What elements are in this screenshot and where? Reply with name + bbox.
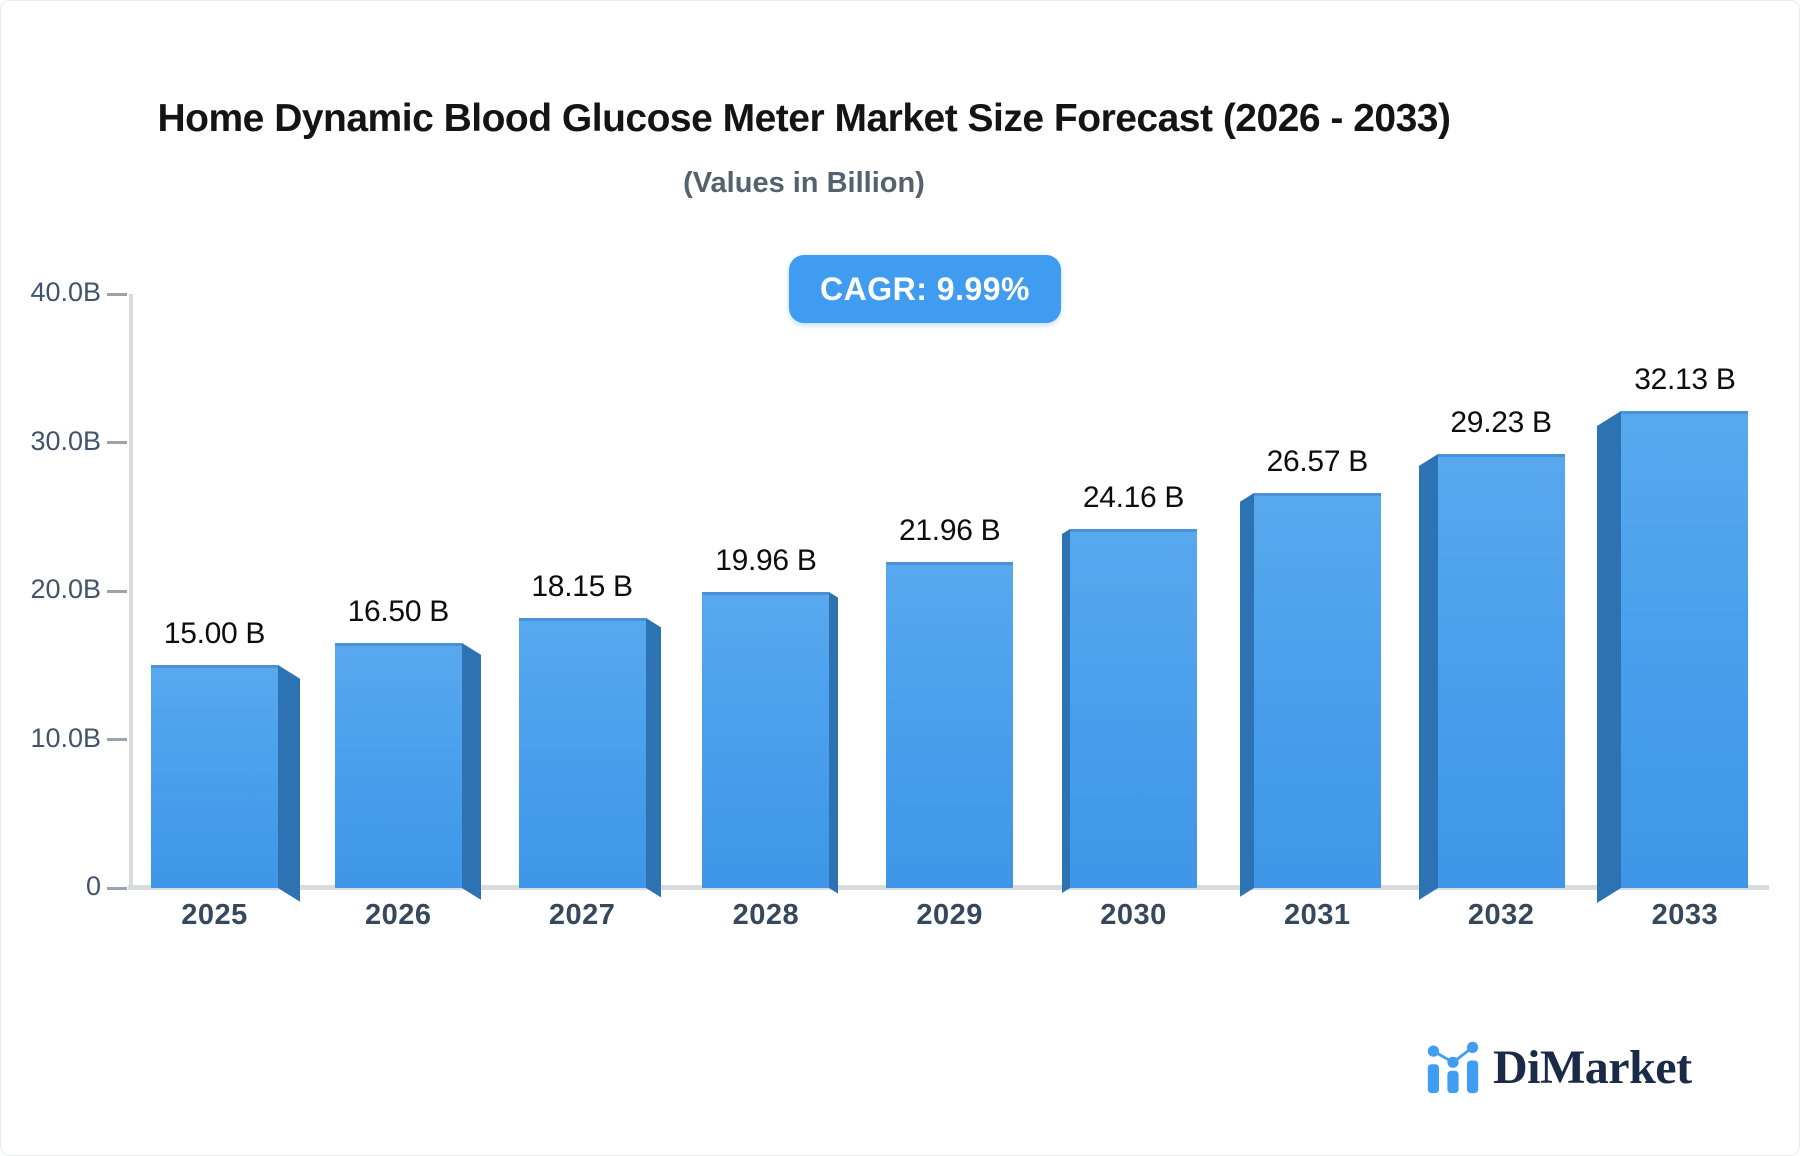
bar-3d-side [1239,493,1254,897]
bar-value-label: 26.57 B [1266,445,1369,479]
bar-2028 [702,591,830,888]
bar-value-label: 16.50 B [347,594,450,628]
bar-3d-side [1418,453,1438,900]
bar-3d-side [829,591,839,894]
x-tick-label: 2030 [1100,899,1167,931]
x-tick-label: 2028 [732,899,800,931]
chart-title: Home Dynamic Blood Glucose Meter Market … [157,97,1451,140]
bar-2033 [1621,410,1749,888]
x-tick-label: 2029 [916,899,983,931]
x-tick-label: 2025 [181,899,248,931]
bar-3d-side [278,665,300,902]
bar-value-label: 15.00 B [163,617,266,651]
bar-2031 [1253,493,1381,888]
y-tick-mark [107,441,127,444]
bar-value-label: 32.13 B [1634,362,1736,396]
bar-2029 [886,561,1014,888]
bar-value-label: 18.15 B [531,570,633,604]
bar-value-label: 29.23 B [1450,405,1552,439]
y-tick-label: 20.0B [30,574,101,604]
bar-value-label: 24.16 B [1082,481,1185,515]
x-tick-label: 2027 [548,899,616,931]
bar-2030 [1070,529,1197,888]
y-axis-line [129,294,133,888]
y-tick-mark [107,886,127,890]
y-tick-mark [107,738,127,741]
bar-value-label: 21.96 B [899,513,1001,547]
bar-3d-side [461,642,481,900]
chart-subtitle: (Values in Billion) [683,167,925,199]
bar-3d-side [645,618,661,898]
cagr-badge: CAGR: 9.99% [789,255,1061,323]
x-tick-label: 2032 [1467,899,1535,931]
bar-3d-side [1597,410,1622,903]
bar-2025 [151,665,278,888]
y-tick-label: 10.0B [30,722,101,753]
y-tick-label: 0 [85,871,101,901]
brand-logo: DiMarket [1425,1039,1692,1095]
bar-2026 [334,642,462,888]
x-tick-label: 2031 [1284,899,1351,931]
bar-3d-side [1062,529,1070,893]
bar-2027 [518,618,646,888]
x-tick-label: 2026 [365,899,432,931]
x-tick-label: 2033 [1651,899,1719,931]
y-tick-label: 40.0B [30,277,101,307]
bar-line-chart-icon [1427,1041,1479,1094]
y-tick-mark [107,292,127,296]
brand-name: DiMarket [1493,1040,1692,1094]
bar-2032 [1437,453,1565,888]
bar-value-label: 19.96 B [715,543,817,577]
y-tick-mark [107,589,127,593]
y-tick-label: 30.0B [30,425,101,456]
